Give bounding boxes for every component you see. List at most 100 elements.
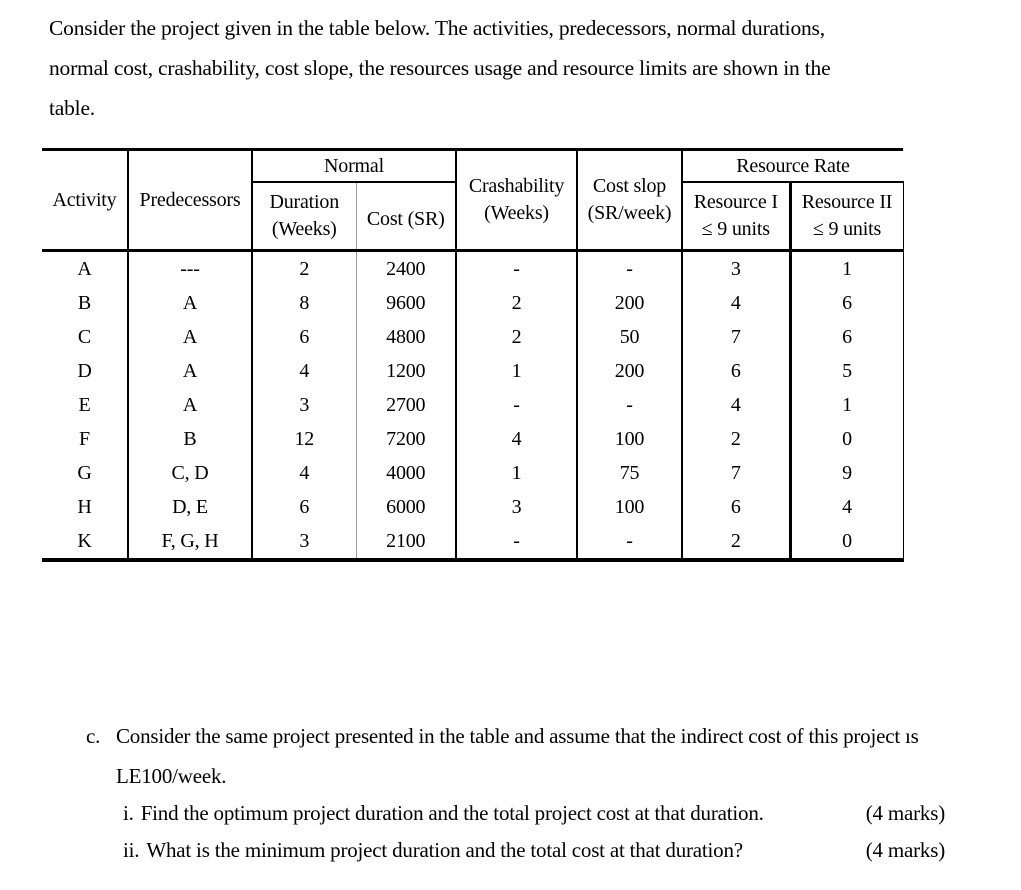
intro-line: normal cost, crashability, cost slope, t… — [49, 56, 831, 80]
cell-duration: 4 — [252, 354, 357, 388]
cell-resource-2: 4 — [790, 490, 904, 524]
header-cost: Cost (SR) — [356, 182, 457, 251]
header-duration-line1: Duration — [269, 191, 340, 213]
cell-crashability: 3 — [456, 490, 578, 524]
cell-crashability: 2 — [456, 286, 578, 320]
cell-resource-1: 7 — [682, 320, 792, 354]
table-row: K F, G, H 3 2100 - - 2 0 — [42, 524, 904, 560]
cell-predecessors: A — [128, 286, 253, 320]
cell-activity: A — [42, 250, 129, 286]
header-resource-1-line1: Resource I — [693, 191, 778, 213]
header-resource-1-line2: ≤ 9 units — [701, 218, 770, 240]
cell-cost: 4000 — [356, 456, 457, 490]
cell-cost-slope: 50 — [577, 320, 683, 354]
table-row: E A 3 2700 - - 4 1 — [42, 388, 904, 422]
question-c-line1: c. Consider the same project presented in… — [86, 724, 945, 749]
question-item-ii: ii. What is the minimum project duration… — [123, 838, 945, 863]
cell-resource-2: 0 — [790, 524, 904, 560]
cell-crashability: 1 — [456, 456, 578, 490]
cell-crashability: - — [456, 388, 578, 422]
cell-cost-slope: - — [577, 388, 683, 422]
marks-badge: (4 marks) — [865, 801, 945, 825]
question-item-ii-label: ii. — [123, 838, 140, 862]
cell-cost: 9600 — [356, 286, 457, 320]
cell-resource-1: 2 — [682, 524, 792, 560]
question-c-text: Consider the same project presented in t… — [116, 724, 919, 748]
header-normal: Normal — [252, 149, 457, 183]
cell-resource-1: 3 — [682, 250, 792, 286]
cell-resource-1: 4 — [682, 388, 792, 422]
table-row: F B 12 7200 4 100 2 0 — [42, 422, 904, 456]
header-resource-2-line2: ≤ 9 units — [812, 218, 882, 240]
project-table: Activity Predecessors Normal Crashabilit… — [42, 148, 904, 562]
cell-resource-2: 6 — [790, 286, 904, 320]
cell-cost-slope: 100 — [577, 422, 683, 456]
cell-duration: 6 — [252, 490, 357, 524]
cell-cost: 7200 — [356, 422, 457, 456]
intro-line: table. — [49, 96, 95, 120]
table-row: H D, E 6 6000 3 100 6 4 — [42, 490, 904, 524]
cell-resource-2: 1 — [790, 388, 904, 422]
cell-crashability: - — [456, 250, 578, 286]
intro-paragraph: Consider the project given in the table … — [49, 8, 989, 128]
cell-resource-2: 5 — [790, 354, 904, 388]
question-item-i-label: i. — [123, 801, 134, 825]
cell-cost: 1200 — [356, 354, 457, 388]
cell-duration: 3 — [252, 388, 357, 422]
cell-predecessors: --- — [128, 250, 253, 286]
cell-cost-slope: 100 — [577, 490, 683, 524]
cell-cost-slope: 200 — [577, 286, 683, 320]
cell-crashability: 1 — [456, 354, 578, 388]
question-item-i: i. Find the optimum project duration and… — [123, 801, 945, 826]
cell-crashability: 2 — [456, 320, 578, 354]
cell-duration: 2 — [252, 250, 357, 286]
table-row: B A 8 9600 2 200 4 6 — [42, 286, 904, 320]
cell-activity: B — [42, 286, 129, 320]
intro-line: Consider the project given in the table … — [49, 16, 825, 40]
cell-predecessors: C, D — [128, 456, 253, 490]
cell-duration: 12 — [252, 422, 357, 456]
cell-predecessors: D, E — [128, 490, 253, 524]
header-crashability-line2: (Weeks) — [484, 202, 549, 224]
cell-activity: F — [42, 422, 129, 456]
cell-predecessors: A — [128, 354, 253, 388]
question-c-indirect-cost: LE100/week. — [116, 764, 227, 788]
header-crashability-line1: Crashability — [468, 175, 565, 197]
marks-badge: (4 marks) — [865, 838, 945, 862]
table-row: C A 6 4800 2 50 7 6 — [42, 320, 904, 354]
cell-resource-2: 0 — [790, 422, 904, 456]
header-duration-line2: (Weeks) — [271, 218, 337, 240]
header-resource-2: Resource II ≤ 9 units — [790, 182, 904, 251]
cell-resource-1: 4 — [682, 286, 792, 320]
cell-predecessors: A — [128, 320, 253, 354]
cell-cost-slope: - — [577, 250, 683, 286]
table-row: G C, D 4 4000 1 75 7 9 — [42, 456, 904, 490]
cell-cost-slope: 75 — [577, 456, 683, 490]
cell-predecessors: A — [128, 388, 253, 422]
cell-resource-2: 9 — [790, 456, 904, 490]
header-predecessors: Predecessors — [128, 149, 253, 251]
cell-crashability: 4 — [456, 422, 578, 456]
cell-cost: 4800 — [356, 320, 457, 354]
table-row: D A 4 1200 1 200 6 5 — [42, 354, 904, 388]
cell-cost: 2100 — [356, 524, 457, 560]
cell-cost: 2400 — [356, 250, 457, 286]
table-row: A --- 2 2400 - - 3 1 — [42, 250, 904, 286]
cell-activity: C — [42, 320, 129, 354]
header-resource-2-line1: Resource II — [801, 191, 893, 213]
cell-activity: K — [42, 524, 129, 560]
cell-duration: 4 — [252, 456, 357, 490]
header-cost-slope-line2: (SR/week) — [587, 202, 672, 224]
cell-resource-1: 7 — [682, 456, 792, 490]
cell-resource-1: 6 — [682, 490, 792, 524]
question-item-i-text: Find the optimum project duration and th… — [140, 801, 764, 825]
cell-crashability: - — [456, 524, 578, 560]
cell-resource-2: 1 — [790, 250, 904, 286]
cell-cost: 6000 — [356, 490, 457, 524]
cell-resource-1: 6 — [682, 354, 792, 388]
header-resource-1: Resource I ≤ 9 units — [682, 182, 792, 251]
cell-duration: 8 — [252, 286, 357, 320]
cell-activity: H — [42, 490, 129, 524]
cell-cost: 2700 — [356, 388, 457, 422]
cell-activity: G — [42, 456, 129, 490]
